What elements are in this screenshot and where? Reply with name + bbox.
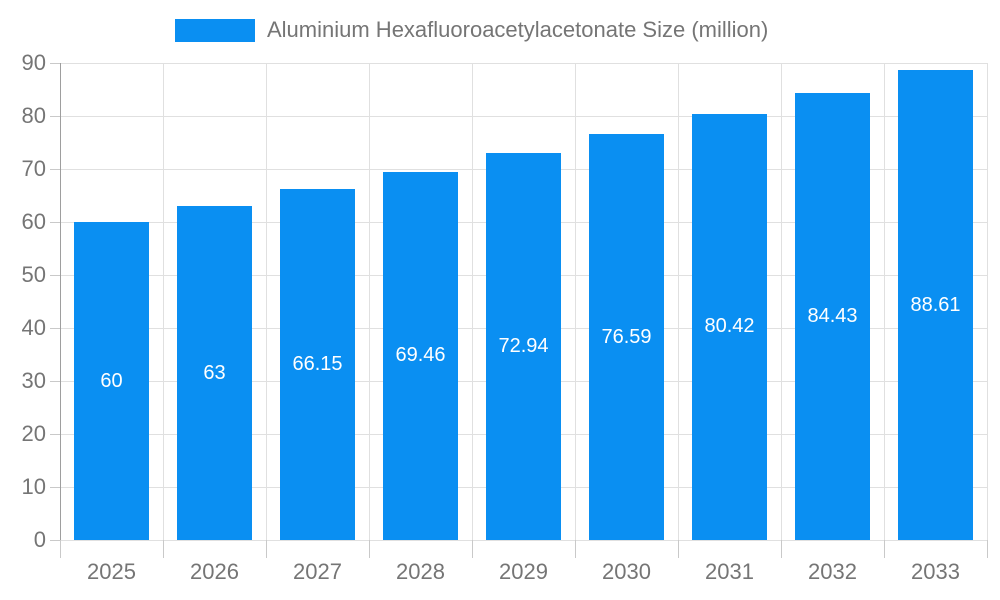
x-tick-0: [60, 540, 61, 558]
bar-value-label-2033: 88.61: [910, 293, 961, 316]
x-axis-label-2026: 2026: [190, 559, 239, 584]
x-tick-4: [472, 540, 473, 558]
gridline-v-1: [163, 63, 164, 540]
x-tick-7: [781, 540, 782, 558]
gridline-h-80: [60, 116, 987, 117]
x-tick-3: [369, 540, 370, 558]
y-tick-0: [50, 540, 60, 541]
bar-2029[interactable]: 72.94: [486, 153, 561, 540]
x-axis-label-2033: 2033: [911, 559, 960, 584]
bar-value-label-2029: 72.94: [498, 335, 549, 358]
x-axis-label-2028: 2028: [396, 559, 445, 584]
x-axis-label-2027: 2027: [293, 559, 342, 584]
x-tick-9: [987, 540, 988, 558]
bar-value-label-2030: 76.59: [601, 325, 652, 348]
x-tick-5: [575, 540, 576, 558]
y-tick-40: [50, 328, 60, 329]
y-tick-10: [50, 487, 60, 488]
y-tick-90: [50, 63, 60, 64]
bar-2027[interactable]: 66.15: [280, 189, 355, 540]
gridline-v-2: [266, 63, 267, 540]
x-axis-label-2025: 2025: [87, 559, 136, 584]
bar-2032[interactable]: 84.43: [795, 92, 870, 540]
y-axis-label-10: 10: [21, 474, 46, 499]
gridline-v-6: [678, 63, 679, 540]
y-tick-50: [50, 275, 60, 276]
y-axis-label-90: 90: [21, 50, 46, 75]
y-axis-label-0: 0: [33, 527, 46, 552]
chart-legend[interactable]: Aluminium Hexafluoroacetylacetonate Size…: [175, 17, 768, 43]
gridline-h-90: [60, 63, 987, 64]
y-axis-label-50: 50: [21, 262, 46, 287]
y-axis-label-70: 70: [21, 156, 46, 181]
x-tick-8: [884, 540, 885, 558]
bar-value-label-2032: 84.43: [807, 304, 858, 327]
bar-value-label-2031: 80.42: [704, 315, 755, 338]
bar-value-label-2025: 60: [100, 369, 123, 392]
x-tick-2: [266, 540, 267, 558]
x-axis-label-2031: 2031: [705, 559, 754, 584]
bar-2030[interactable]: 76.59: [589, 134, 664, 540]
gridline-v-5: [575, 63, 576, 540]
x-axis-label-2029: 2029: [499, 559, 548, 584]
y-axis-label-80: 80: [21, 103, 46, 128]
gridline-v-9: [987, 63, 988, 540]
x-tick-6: [678, 540, 679, 558]
y-axis-label-30: 30: [21, 368, 46, 393]
x-axis-label-2032: 2032: [808, 559, 857, 584]
bar-value-label-2027: 66.15: [292, 353, 343, 376]
gridline-v-7: [781, 63, 782, 540]
legend-label: Aluminium Hexafluoroacetylacetonate Size…: [267, 17, 769, 42]
y-axis-line: [60, 63, 61, 540]
x-tick-1: [163, 540, 164, 558]
y-tick-60: [50, 222, 60, 223]
y-axis-label-20: 20: [21, 421, 46, 446]
y-tick-20: [50, 434, 60, 435]
y-tick-30: [50, 381, 60, 382]
gridline-v-4: [472, 63, 473, 540]
gridline-v-3: [369, 63, 370, 540]
y-axis-label-40: 40: [21, 315, 46, 340]
bar-2033[interactable]: 88.61: [898, 70, 973, 540]
bar-2026[interactable]: 63: [177, 206, 252, 540]
bar-2031[interactable]: 80.42: [692, 113, 767, 540]
bar-value-label-2026: 63: [203, 361, 226, 384]
gridline-h-0: [60, 540, 987, 541]
legend-swatch: [175, 18, 255, 42]
bar-value-label-2028: 69.46: [395, 344, 446, 367]
gridline-v-8: [884, 63, 885, 540]
y-tick-80: [50, 116, 60, 117]
bar-2028[interactable]: 69.46: [383, 171, 458, 540]
y-axis-label-60: 60: [21, 209, 46, 234]
x-axis-label-2030: 2030: [602, 559, 651, 584]
y-tick-70: [50, 169, 60, 170]
bar-2025[interactable]: 60: [74, 222, 149, 540]
